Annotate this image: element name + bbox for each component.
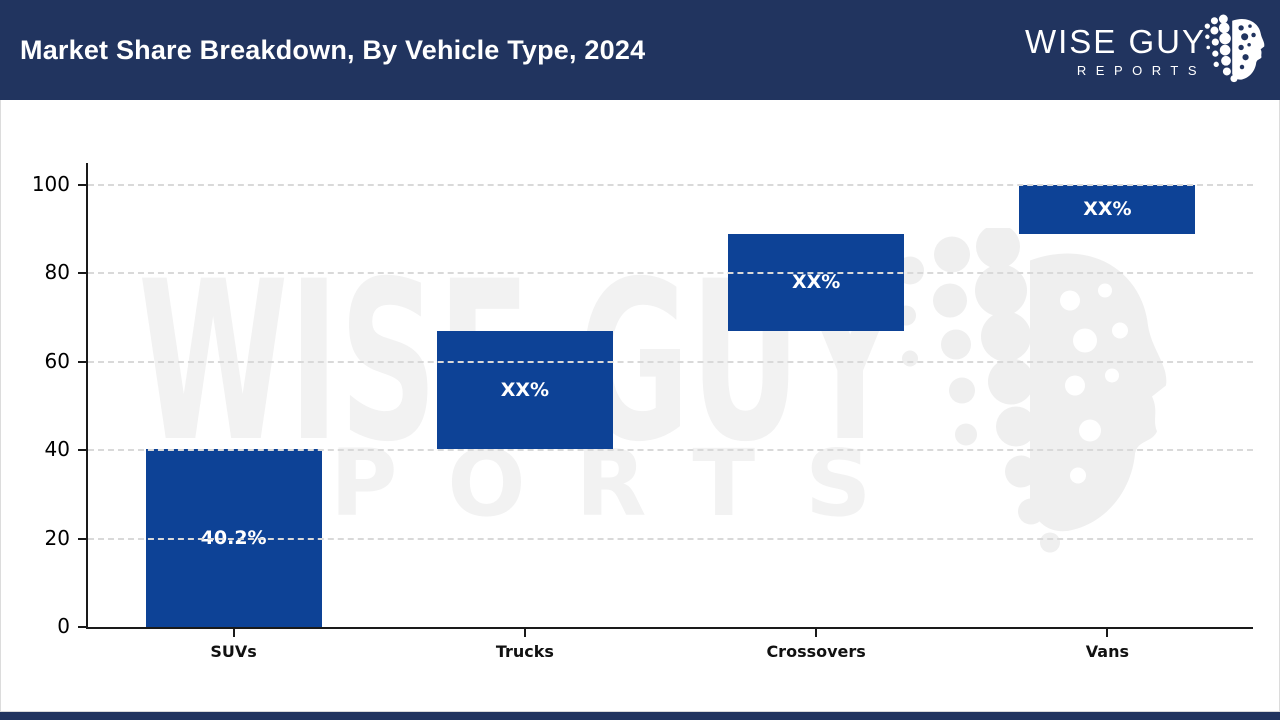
x-axis-tick xyxy=(232,629,235,637)
bar-Crossovers: XX% xyxy=(728,233,905,331)
y-axis-tick xyxy=(78,184,86,186)
y-tick-label-80: 80 xyxy=(44,260,70,285)
x-axis-tick xyxy=(815,629,818,637)
watermark-face-icon xyxy=(896,228,1167,553)
bar-Trucks: XX% xyxy=(436,330,613,450)
logo-wordmark: WISE GUY xyxy=(1024,23,1206,60)
y-axis-tick xyxy=(78,537,86,540)
y-axis-tick xyxy=(78,449,86,452)
bar-Vans: XX% xyxy=(1019,185,1196,234)
y-tick-label-100: 100 xyxy=(31,172,70,196)
logo-subtitle: REPORTS xyxy=(1076,63,1206,78)
x-tick-label-Vans: Vans xyxy=(1085,642,1129,661)
bar-SUVs: 40.2% xyxy=(145,449,322,627)
gridline-60 xyxy=(88,360,1253,363)
x-axis-tick xyxy=(1106,629,1109,637)
header-bar: Market Share Breakdown, By Vehicle Type,… xyxy=(0,0,1280,100)
gridline-80 xyxy=(88,272,1253,275)
plot-area: 40.2% SUVs XX% Trucks XX% Crossovers XX% Vans 0 2… xyxy=(0,100,1280,712)
bar-value-label: XX% xyxy=(1083,198,1132,221)
watermark-text-line2: PORTS xyxy=(330,430,922,537)
x-axis-line xyxy=(86,627,1253,629)
footer-divider xyxy=(0,711,1280,712)
bar-value-label: XX% xyxy=(500,379,550,402)
x-tick-label-Trucks: Trucks xyxy=(495,642,554,661)
y-tick-label-0: 0 xyxy=(57,614,70,638)
logo-face-icon xyxy=(1204,14,1265,83)
footer-bar xyxy=(0,712,1280,720)
brand-logo: WISE GUY REPORTS xyxy=(1025,10,1266,92)
y-axis-line xyxy=(86,163,88,629)
x-tick-label-SUVs: SUVs xyxy=(210,642,257,661)
x-tick-label-Crossovers: Crossovers xyxy=(766,642,866,661)
page-title: Market Share Breakdown, By Vehicle Type,… xyxy=(20,34,646,65)
y-tick-label-60: 60 xyxy=(44,348,70,373)
y-axis-tick xyxy=(78,272,86,275)
bar-value-label: XX% xyxy=(791,271,841,294)
y-axis-tick xyxy=(78,626,86,628)
y-tick-label-20: 20 xyxy=(44,525,70,550)
x-axis-tick xyxy=(523,629,526,637)
y-axis-tick xyxy=(78,360,86,363)
bar-value-label: 40.2% xyxy=(200,527,267,550)
y-tick-label-40: 40 xyxy=(44,437,70,462)
